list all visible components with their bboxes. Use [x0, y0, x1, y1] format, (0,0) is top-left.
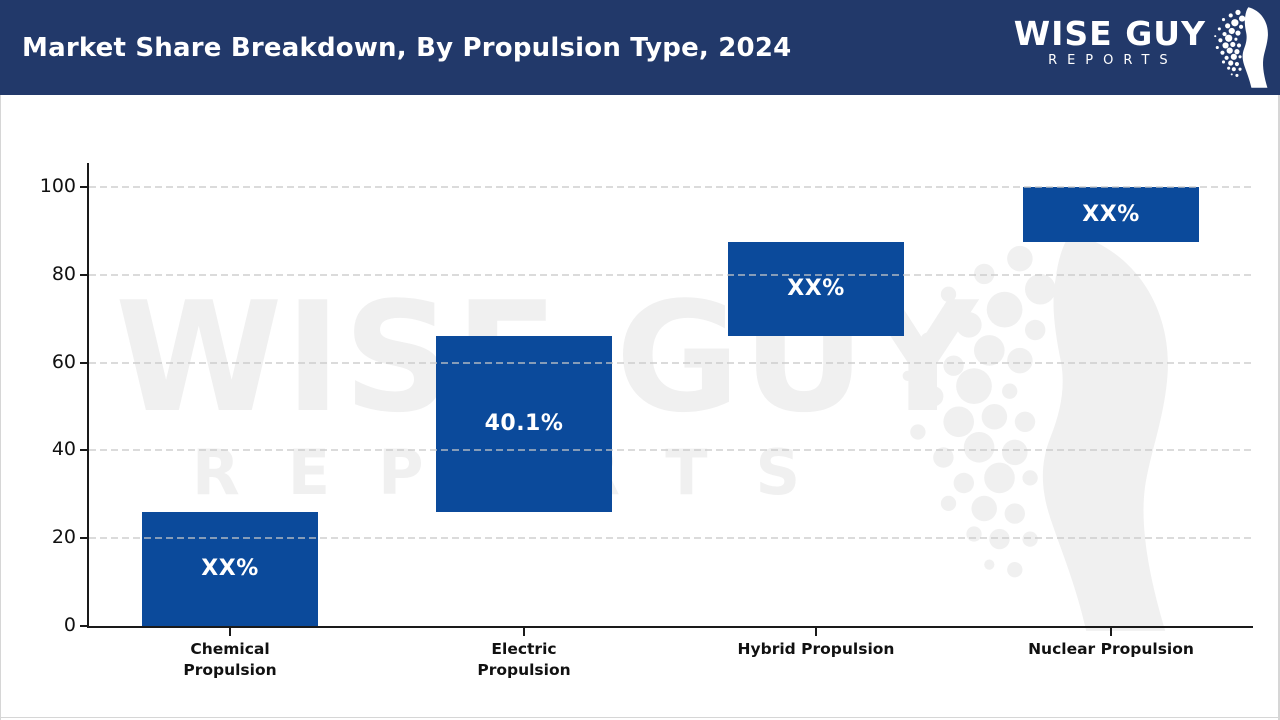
- y-tick-label: 60: [51, 350, 76, 373]
- y-axis-spine: [87, 163, 89, 628]
- gridline: [89, 361, 1252, 364]
- logo-head-icon: [1214, 7, 1268, 88]
- bar-value-label: XX%: [1082, 201, 1140, 227]
- logo-subtitle: REPORTS: [1048, 53, 1178, 68]
- y-tick: [80, 449, 87, 452]
- bar-value-label: 40.1%: [484, 411, 564, 437]
- logo-wordmark: WISE GUY: [1013, 14, 1206, 53]
- gridline: [89, 186, 1252, 188]
- x-axis-spine: [87, 626, 1253, 628]
- x-category-label: Electric Propulsion: [477, 640, 571, 679]
- logo-text: WISE GUY REPORTS: [1013, 14, 1206, 69]
- y-tick-label: 40: [51, 438, 76, 461]
- gridline: [89, 537, 1252, 540]
- page-border-right: [1278, 95, 1280, 720]
- x-tick: [1110, 628, 1112, 636]
- y-tick-label: 20: [51, 526, 76, 549]
- logo: WISE GUY REPORTS: [1014, 0, 1272, 95]
- y-tick-label: 100: [39, 175, 76, 197]
- y-tick: [80, 186, 87, 188]
- y-tick: [80, 361, 87, 364]
- bar-electric-propulsion: 40.1%: [436, 335, 612, 512]
- header-bar: Market Share Breakdown, By Propulsion Ty…: [0, 0, 1280, 95]
- y-tick: [80, 537, 87, 540]
- x-category-label: Nuclear Propulsion: [1028, 640, 1194, 658]
- x-tick: [815, 628, 817, 636]
- y-tick: [80, 625, 87, 627]
- page-border-bottom: [0, 717, 1280, 718]
- bar-value-label: XX%: [201, 556, 259, 582]
- watermark-head-icon: [902, 233, 1168, 631]
- bar-value-label: XX%: [787, 276, 845, 302]
- x-category-label: Chemical Propulsion: [183, 640, 277, 679]
- y-tick-label: 0: [63, 614, 76, 636]
- page-border-left: [0, 95, 1, 720]
- x-tick: [523, 628, 525, 636]
- y-tick: [80, 273, 87, 276]
- x-tick: [229, 628, 231, 636]
- bar-hybrid-propulsion: XX%: [728, 241, 904, 336]
- page-title: Market Share Breakdown, By Propulsion Ty…: [22, 32, 792, 63]
- bar-nuclear-propulsion: XX%: [1023, 187, 1199, 242]
- x-category-label: Hybrid Propulsion: [737, 640, 895, 658]
- gridline: [89, 273, 1252, 276]
- gridline: [89, 449, 1252, 452]
- bar-chemical-propulsion: XX%: [142, 511, 318, 626]
- y-tick-label: 80: [51, 262, 76, 285]
